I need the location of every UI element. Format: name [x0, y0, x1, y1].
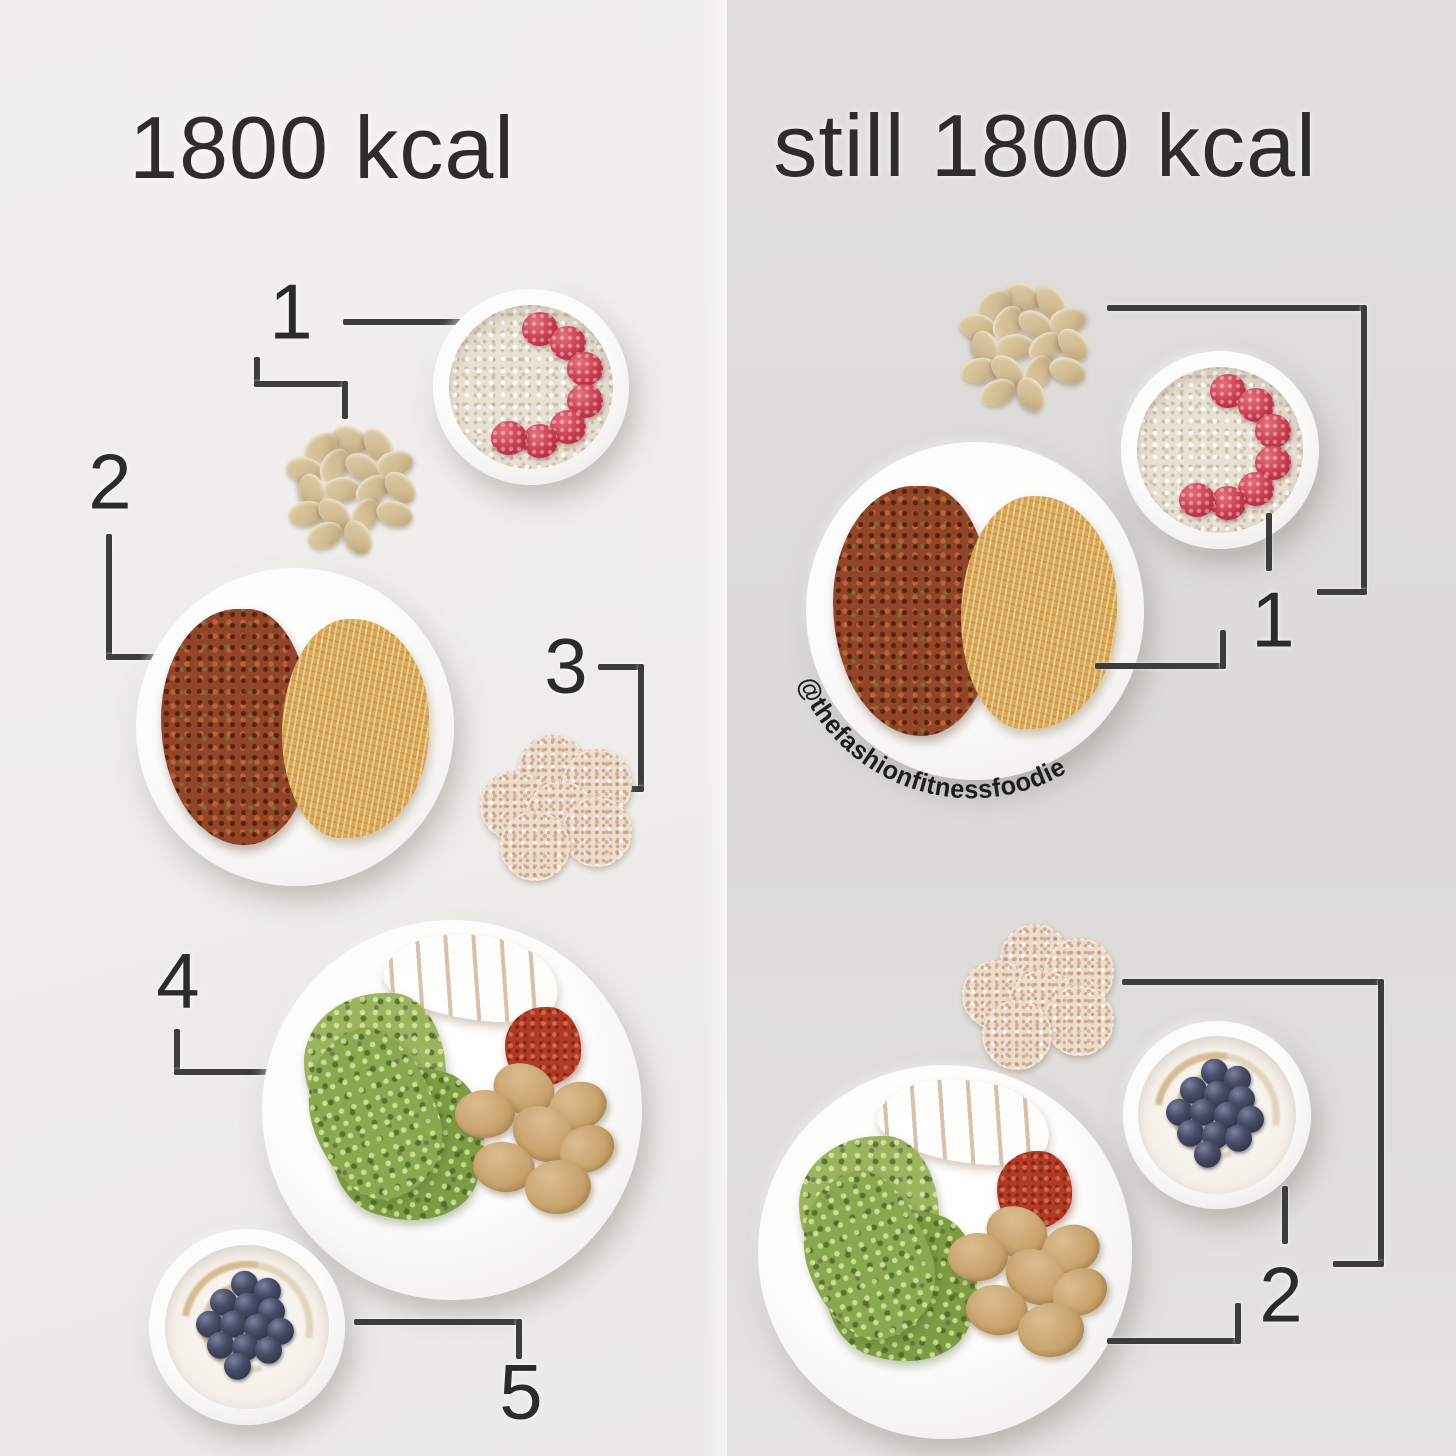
blueberry-cluster — [191, 1269, 303, 1381]
left-meal-3-bracket-v — [638, 664, 644, 792]
baby-potatoes — [926, 1198, 1120, 1424]
rice-portion — [282, 618, 429, 839]
left-chilli-rice-plate — [136, 568, 454, 886]
right-pistachios — [957, 277, 1102, 417]
right-meal-1-plate-bracket-h — [1095, 663, 1226, 669]
left-yogurt-bowl — [149, 1229, 345, 1425]
raspberry — [1209, 485, 1246, 520]
right-title: still 1800 kcal — [773, 96, 1317, 195]
left-meal-2-bracket-v — [106, 534, 112, 660]
left-meal-5-label: 5 — [499, 1347, 543, 1436]
salad-greens — [781, 1121, 996, 1378]
left-porridge-bowl — [433, 289, 629, 485]
right-meal-1-stem-from-bowl — [1266, 513, 1272, 571]
right-meal-1-bracket-v — [1361, 305, 1367, 593]
raspberry — [1178, 482, 1215, 517]
left-title: 1800 kcal — [129, 98, 515, 197]
right-chicken-salad-plate — [758, 1065, 1132, 1439]
blueberry — [255, 1336, 282, 1364]
right-meal-2-bracket-top — [1122, 979, 1384, 985]
porridge-oats — [448, 304, 614, 470]
salad-greens — [286, 977, 503, 1238]
blueberry — [1225, 1124, 1252, 1152]
potato — [948, 1233, 1009, 1282]
raspberry — [521, 423, 558, 458]
porridge-oats — [1136, 366, 1304, 534]
left-meal-2-bracket-h — [106, 654, 170, 660]
left-meal-5-bracket-h — [354, 1319, 522, 1325]
left-meal-1-label: 1 — [269, 267, 313, 356]
right-rice-cakes — [962, 924, 1114, 1070]
baby-potatoes — [433, 1055, 631, 1284]
right-meal-1-plate-bracket-v — [1220, 630, 1226, 669]
rice-portion — [961, 496, 1117, 730]
left-meal-2-label: 2 — [88, 437, 132, 526]
left-meal-1-line-to-bowl — [343, 319, 488, 325]
right-porridge-bowl — [1121, 351, 1319, 549]
rice-cake — [500, 811, 570, 881]
right-yogurt-bowl — [1123, 1021, 1311, 1209]
rice-cake — [562, 797, 632, 867]
panel-seam — [703, 0, 727, 1456]
left-meal-1-bracket-v2 — [342, 381, 348, 419]
left-meal-1-bracket-h — [254, 381, 348, 387]
right-meal-2-plate-bracket-h — [1107, 1338, 1241, 1344]
right-meal-1-bracket-hook — [1317, 589, 1367, 595]
rice-cake — [1044, 986, 1114, 1056]
right-meal-1-label: 1 — [1251, 575, 1295, 664]
yogurt — [1138, 1036, 1296, 1194]
right-meal-2-bracket-v — [1378, 979, 1384, 1267]
rice-cake — [982, 1000, 1052, 1070]
left-rice-cakes — [480, 735, 632, 881]
left-meal-1-bracket-v1 — [254, 357, 260, 387]
left-chicken-salad-plate — [262, 920, 642, 1300]
right-meal-2-stem-from-bowl — [1282, 1186, 1288, 1244]
potato — [455, 1090, 515, 1139]
right-meal-2-label: 2 — [1259, 1250, 1303, 1339]
left-pistachios — [284, 420, 424, 560]
left-meal-3-bracket-h1 — [598, 664, 644, 670]
left-meal-4-bracket-v — [174, 1029, 180, 1075]
right-chilli-rice-plate — [806, 442, 1144, 780]
left-meal-3-label: 3 — [544, 621, 588, 710]
blueberry — [224, 1352, 251, 1380]
right-meal-1-bracket-top — [1107, 305, 1367, 311]
right-meal-2-bracket-hook — [1333, 1261, 1384, 1267]
yogurt — [164, 1244, 330, 1410]
left-meal-4-bracket-h — [174, 1069, 298, 1075]
right-meal-2-plate-bracket-v — [1235, 1303, 1241, 1344]
raspberry — [490, 420, 527, 455]
left-meal-5-bracket-v — [516, 1319, 522, 1359]
raspberry — [1254, 413, 1291, 448]
blueberry-cluster — [1161, 1057, 1273, 1169]
blueberry — [1194, 1140, 1221, 1168]
raspberry — [566, 351, 603, 386]
left-meal-4-label: 4 — [156, 936, 200, 1025]
